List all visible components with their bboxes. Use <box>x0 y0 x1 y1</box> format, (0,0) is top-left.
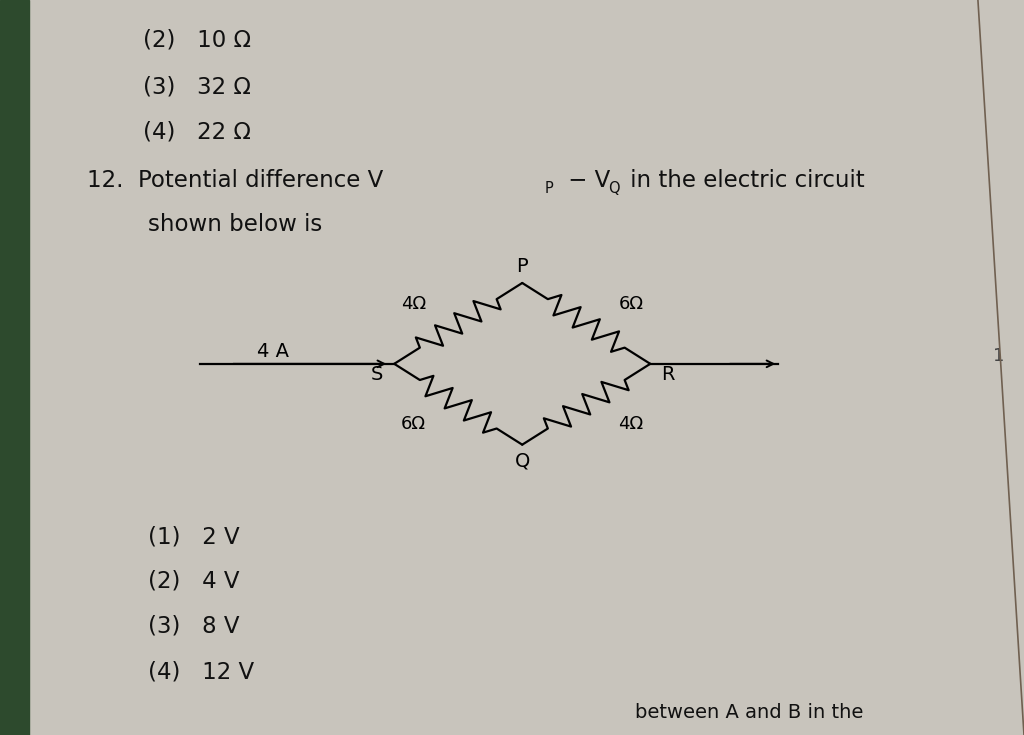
Text: − V: − V <box>561 168 610 192</box>
Text: S: S <box>371 365 383 384</box>
Text: Q: Q <box>514 451 530 470</box>
Text: between A and B in the: between A and B in the <box>635 703 863 722</box>
Text: 4 A: 4 A <box>257 342 290 361</box>
Text: (1)   2 V: (1) 2 V <box>148 525 240 548</box>
Text: R: R <box>660 365 675 384</box>
Text: 12.  Potential difference V: 12. Potential difference V <box>87 168 383 192</box>
Text: 1: 1 <box>992 348 1005 365</box>
Text: (2)   4 V: (2) 4 V <box>148 569 240 592</box>
Text: (3)   32 Ω: (3) 32 Ω <box>143 75 251 98</box>
Text: 6Ω: 6Ω <box>618 295 643 312</box>
Text: (2)   10 Ω: (2) 10 Ω <box>143 29 251 52</box>
Text: shown below is: shown below is <box>148 212 323 236</box>
Bar <box>0 0 29 735</box>
Text: (4)   12 V: (4) 12 V <box>148 660 255 684</box>
Text: Q: Q <box>608 182 620 196</box>
Text: P: P <box>516 257 528 276</box>
Text: P: P <box>545 182 554 196</box>
Text: in the electric circuit: in the electric circuit <box>623 168 864 192</box>
Text: (4)   22 Ω: (4) 22 Ω <box>143 121 251 144</box>
Text: 4Ω: 4Ω <box>618 415 644 433</box>
Text: 4Ω: 4Ω <box>400 295 426 312</box>
Text: (3)   8 V: (3) 8 V <box>148 614 240 638</box>
Text: 6Ω: 6Ω <box>401 415 426 433</box>
